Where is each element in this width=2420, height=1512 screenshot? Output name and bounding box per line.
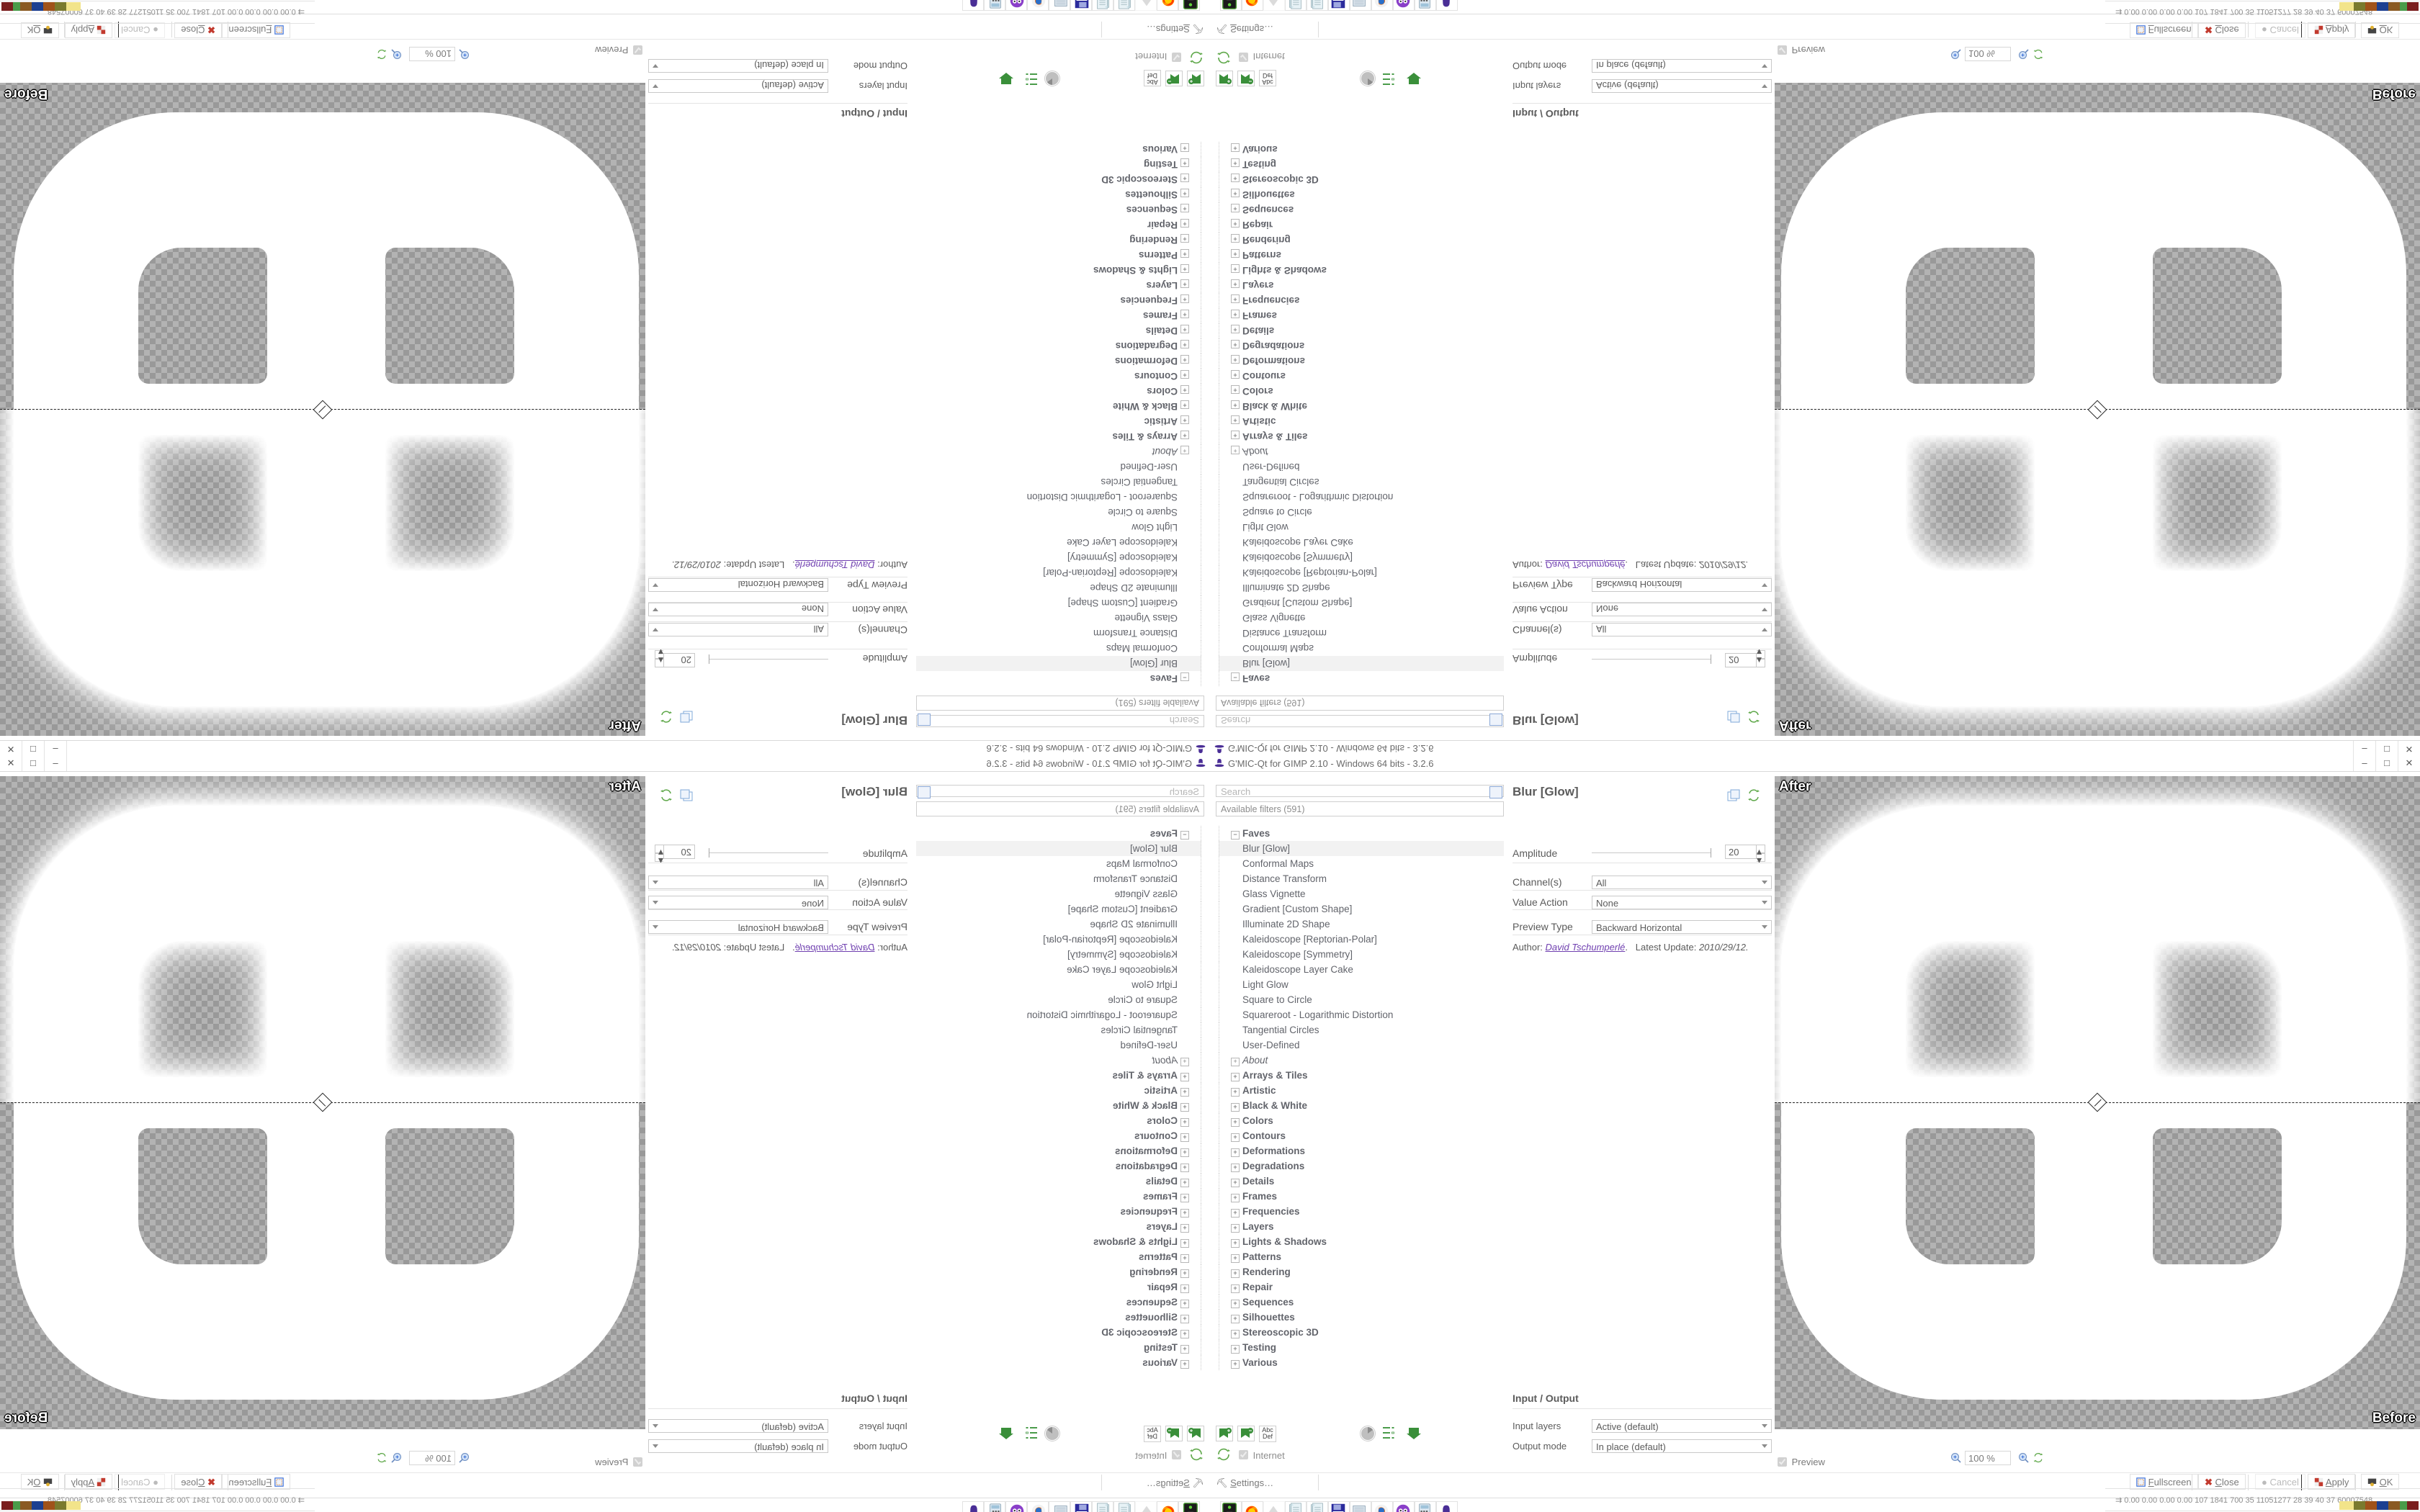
svg-text:64: 64 — [1335, 0, 1341, 1]
svg-text:64: 64 — [1079, 0, 1085, 1]
